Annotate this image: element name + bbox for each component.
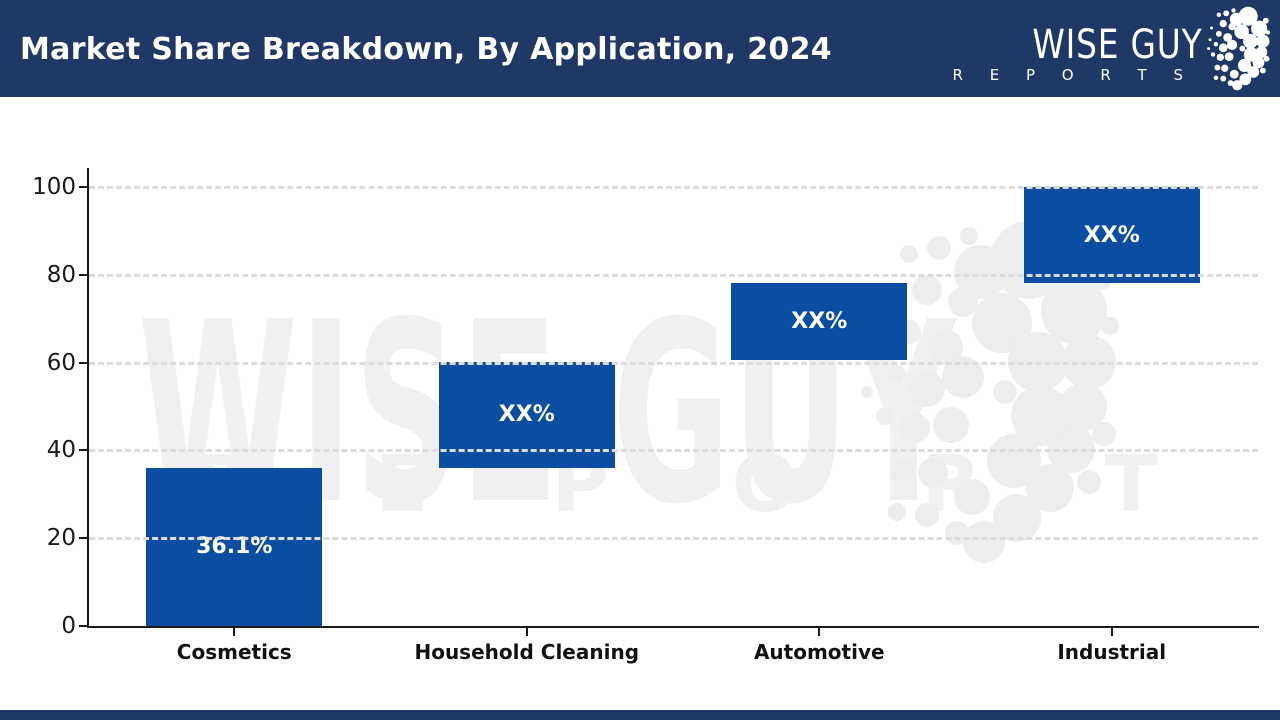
y-tick-mark: [79, 273, 87, 276]
x-tick-mark: [233, 628, 236, 636]
gridline-60: [89, 361, 1258, 365]
bar-value-label: XX%: [791, 309, 848, 335]
wise-guy-logo: WISE GUY R E P O R T S: [953, 0, 1272, 97]
y-tick-mark: [79, 537, 87, 540]
bar-cosmetics: 36.1%: [146, 467, 323, 626]
y-tick-label: 100: [32, 174, 76, 200]
x-tick-mark: [818, 628, 821, 636]
x-category-label: Automotive: [753, 640, 885, 664]
header-bar: Market Share Breakdown, By Application, …: [0, 0, 1280, 97]
y-axis-line: [87, 168, 89, 628]
x-category-label: Household Cleaning: [414, 640, 640, 664]
bar-value-label: XX%: [1083, 222, 1140, 248]
footer-bar: [0, 710, 1280, 720]
bar-automotive: XX%: [731, 283, 908, 361]
gridline-40: [89, 449, 1258, 453]
logo-wordmark: WISE GUY: [1031, 22, 1202, 68]
page-title: Market Share Breakdown, By Application, …: [20, 32, 832, 67]
x-tick-mark: [1110, 628, 1113, 636]
logo-dotted-face-icon: [1207, 6, 1271, 91]
y-tick-label: 20: [46, 525, 76, 552]
y-tick-mark: [79, 361, 87, 364]
bar-value-label: XX%: [498, 402, 555, 428]
bar-industrial: XX%: [1023, 187, 1200, 284]
gridline-80: [89, 273, 1258, 277]
y-tick-label: 0: [61, 613, 76, 639]
y-tick-mark: [79, 625, 87, 627]
x-tick-mark: [525, 628, 528, 636]
y-tick-label: 80: [46, 261, 76, 288]
logo-subtext: R E P O R T S: [952, 66, 1194, 84]
gridline-20: [89, 537, 1258, 541]
x-axis-line: [87, 626, 1259, 628]
x-category-label: Cosmetics: [176, 640, 292, 664]
y-tick-mark: [79, 186, 87, 188]
gridline-100: [89, 186, 1258, 189]
y-tick-label: 40: [46, 437, 76, 464]
y-tick-label: 60: [46, 349, 76, 376]
y-tick-mark: [79, 449, 87, 452]
x-category-label: Industrial: [1057, 640, 1167, 664]
